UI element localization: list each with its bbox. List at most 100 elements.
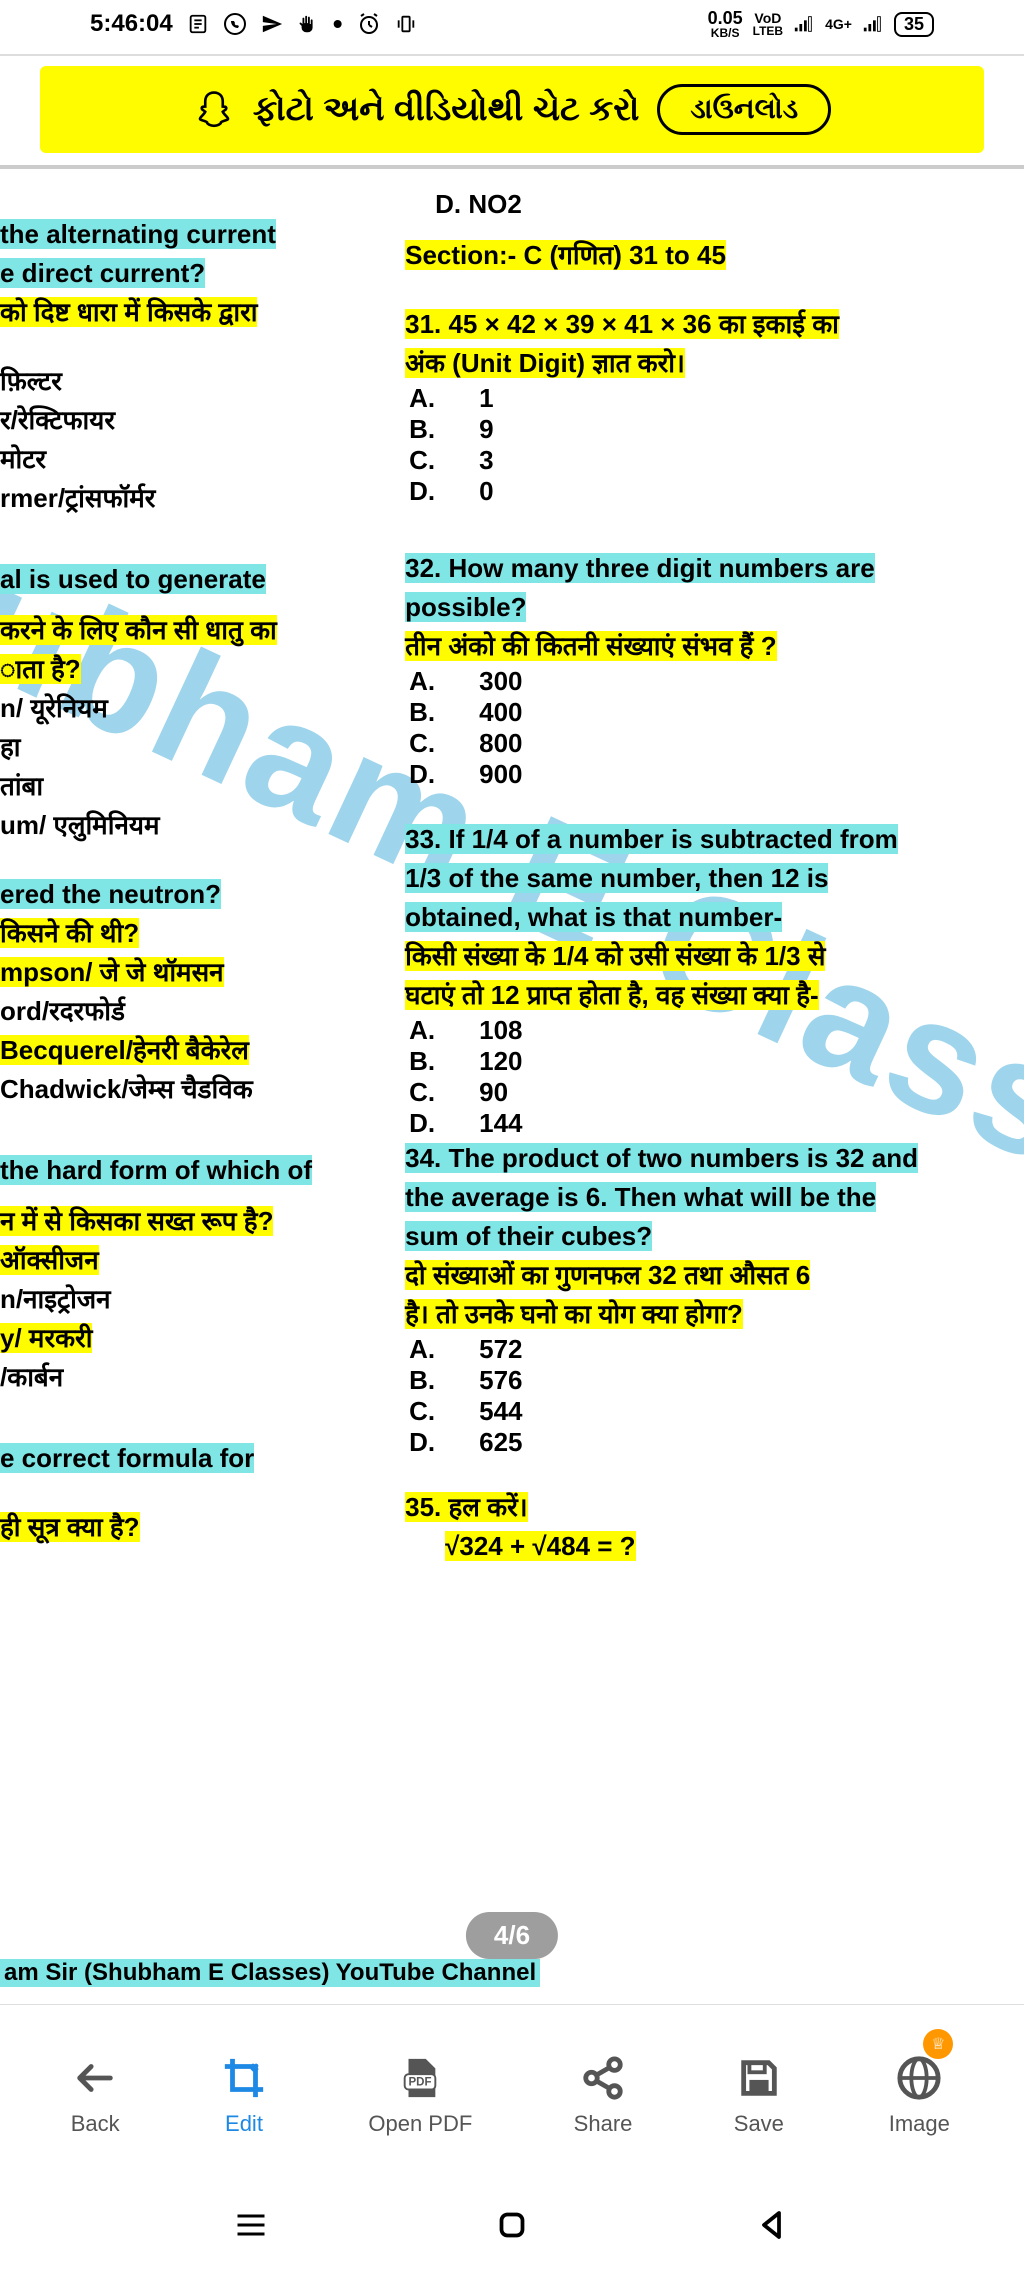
- q34-line3: sum of their cubes?: [405, 1221, 652, 1251]
- back-arrow-icon: [72, 2055, 118, 2101]
- edit-label: Edit: [225, 2111, 263, 2137]
- q34-line4: दो संख्याओं का गुणनफल 32 तथा औसत 6: [405, 1260, 810, 1290]
- recent-apps-button[interactable]: [229, 2203, 273, 2247]
- svg-text:PDF: PDF: [409, 2077, 432, 2089]
- vibrate-icon: [395, 13, 417, 35]
- volte-indicator: VoD LTEB: [753, 11, 783, 37]
- q33-opt-a: A.108: [405, 1015, 1014, 1046]
- right-column: D. NO2 Section:- C (गणित) 31 to 45 31. 4…: [389, 185, 1024, 1566]
- share-button[interactable]: Share: [574, 2055, 633, 2137]
- opt-aluminium: um/ एलुमिनियम: [0, 806, 389, 845]
- edit-button[interactable]: Edit: [221, 2055, 267, 2137]
- q32-opt-d: D.900: [405, 759, 1014, 790]
- opt-mercury: y/ मरकरी: [0, 1323, 92, 1353]
- status-right: 0.05 KB/S VoD LTEB 4G+ 35: [708, 9, 934, 39]
- opt-becquerel: Becquerel/हेनरी बैकेरेल: [0, 1035, 249, 1065]
- q31-opt-c: C.3: [405, 445, 1014, 476]
- download-button[interactable]: ડાઉનલોડ: [657, 84, 831, 135]
- q33-opt-c: C.90: [405, 1077, 1014, 1108]
- q-metal-hi-2: ाता है?: [0, 654, 81, 684]
- top-divider: [0, 54, 1024, 56]
- whatsapp-icon: [223, 12, 247, 36]
- document-area: Shubham E Classes the alternating curren…: [0, 169, 1024, 1566]
- opt-d-no2: D. NO2: [405, 185, 1014, 224]
- channel-footer: am Sir (Shubham E Classes) YouTube Chann…: [0, 1959, 540, 1987]
- q32-opt-c: C.800: [405, 728, 1014, 759]
- q33-line1: 33. If 1/4 of a number is subtracted fro…: [405, 824, 898, 854]
- opt-uranium: n/ यूरेनियम: [0, 689, 389, 728]
- back-button[interactable]: Back: [71, 2055, 120, 2137]
- opt-chadwick: Chadwick/जेम्स चैडविक: [0, 1070, 389, 1109]
- status-left: 5:46:04 •: [90, 8, 417, 40]
- q34-line1: 34. The product of two numbers is 32 and: [405, 1143, 918, 1173]
- open-pdf-button[interactable]: PDF Open PDF: [368, 2055, 472, 2137]
- save-label: Save: [734, 2111, 784, 2137]
- crop-icon: [221, 2055, 267, 2101]
- signal-icon: [793, 13, 815, 35]
- share-label: Share: [574, 2111, 633, 2137]
- snapchat-ad-banner[interactable]: ફોટો અને વીડિયોથી ચેટ કરો ડાઉનલોડ: [40, 66, 984, 153]
- q32-opt-a: A.300: [405, 666, 1014, 697]
- opt-oxygen: ऑक्सीजन: [0, 1245, 99, 1275]
- opt-transformer: rmer/ट्रांसफॉर्मर: [0, 479, 389, 518]
- opt-nitrogen: n/नाइट्रोजन: [0, 1280, 389, 1319]
- q35-line1: 35. हल करें।: [405, 1492, 527, 1522]
- image-button[interactable]: ♕ Image: [885, 2029, 953, 2137]
- status-bar: 5:46:04 • 0.05 KB/S VoD LTEB: [0, 0, 1024, 48]
- share-icon: [580, 2055, 626, 2101]
- signal2-icon: [862, 13, 884, 35]
- q34-opt-c: C.544: [405, 1396, 1014, 1427]
- network-type: 4G+: [825, 16, 852, 32]
- q34-line2: the average is 6. Then what will be the: [405, 1182, 876, 1212]
- q34-line5: है। तो उनके घनो का योग क्या होगा?: [405, 1299, 743, 1329]
- left-column: the alternating current e direct current…: [0, 185, 389, 1566]
- hand-icon: [297, 13, 319, 35]
- save-button[interactable]: Save: [734, 2055, 784, 2137]
- ad-text: ફોટો અને વીડિયોથી ચેટ કરો: [253, 90, 640, 129]
- bottom-toolbar: Back Edit PDF Open PDF Share Save ♕ Imag…: [0, 2004, 1024, 2165]
- nav-back-button[interactable]: [751, 2203, 795, 2247]
- openpdf-label: Open PDF: [368, 2111, 472, 2137]
- q-neutron: ered the neutron?: [0, 879, 221, 909]
- q33-line3: obtained, what is that number-: [405, 902, 782, 932]
- q33-opt-d: D.144: [405, 1108, 1014, 1139]
- opt-ha: हा: [0, 728, 389, 767]
- opt-thomson: mpson/ जे जे थॉमसन: [0, 957, 224, 987]
- q32-opt-b: B.400: [405, 697, 1014, 728]
- q-formula: e correct formula for: [0, 1443, 254, 1473]
- page-indicator: 4/6: [466, 1912, 558, 1959]
- opt-rectifier: र/रेक्टिफायर: [0, 401, 389, 440]
- q31-opt-a: A.1: [405, 383, 1014, 414]
- opt-carbon: /कार्बन: [0, 1358, 389, 1397]
- q33-line5: घटाएं तो 12 प्राप्त होता है, वह संख्या क…: [405, 980, 819, 1010]
- back-label: Back: [71, 2111, 120, 2137]
- section-header: Section:- C (गणित) 31 to 45: [405, 240, 726, 270]
- home-button[interactable]: [490, 2203, 534, 2247]
- q32-line2: possible?: [405, 592, 526, 622]
- dot-icon: •: [333, 8, 343, 40]
- q-alt-current-hi: को दिष्ट धारा में किसके द्वारा: [0, 297, 257, 327]
- data-speed: 0.05 KB/S: [708, 9, 743, 39]
- q31-line1: 31. 45 × 42 × 39 × 41 × 36 का इकाई का: [405, 309, 839, 339]
- battery-indicator: 35: [894, 12, 934, 37]
- q-generate: al is used to generate: [0, 564, 266, 594]
- opt-copper: तांबा: [0, 767, 389, 806]
- system-nav-bar: [0, 2175, 1024, 2275]
- snapchat-ghost-icon: [193, 89, 235, 131]
- image-label: Image: [889, 2111, 950, 2137]
- q-formula-hi: ही सूत्र क्या है?: [0, 1512, 140, 1542]
- q-alt-current-2: e direct current?: [0, 258, 205, 288]
- globe-icon: [896, 2055, 942, 2101]
- q34-opt-b: B.576: [405, 1365, 1014, 1396]
- opt-rutherford: ord/रदरफोर्ड: [0, 992, 389, 1031]
- save-icon: [736, 2055, 782, 2101]
- q32-line1: 32. How many three digit numbers are: [405, 553, 875, 583]
- q31-line2: अंक (Unit Digit) ज्ञात करो।: [405, 348, 685, 378]
- send-icon: [261, 13, 283, 35]
- q31-opt-b: B.9: [405, 414, 1014, 445]
- q33-opt-b: B.120: [405, 1046, 1014, 1077]
- q-hardform-hi: न में से किसका सख्त रूप है?: [0, 1206, 273, 1236]
- q-neutron-hi: किसने की थी?: [0, 918, 139, 948]
- q31-opt-d: D.0: [405, 476, 1014, 507]
- status-time: 5:46:04: [90, 10, 173, 38]
